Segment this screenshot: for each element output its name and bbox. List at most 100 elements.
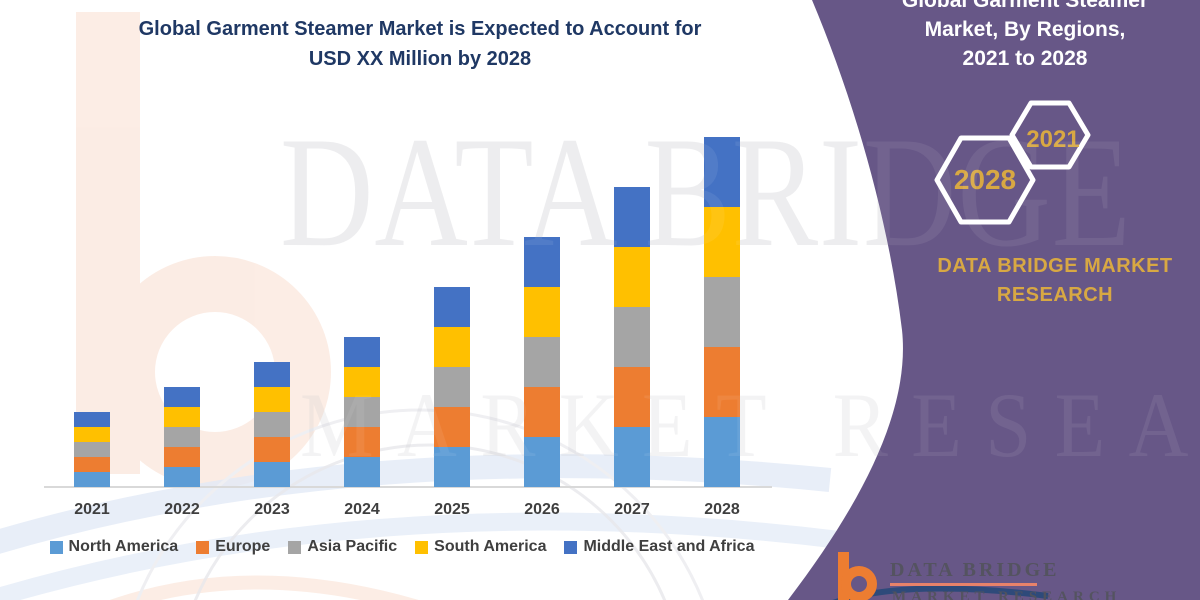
bar-segment-asia-pacific [344,397,380,427]
legend-label: North America [68,538,179,555]
bar-segment-south-america [704,207,740,277]
bar-segment-north-america [434,447,470,487]
bar-segment-south-america [344,367,380,397]
legend-swatch [564,540,578,554]
bar-segment-asia-pacific [704,277,740,347]
hexagon-2028-icon [934,135,1036,225]
bar-stack-2022 [164,387,200,487]
chart-title: Global Garment Steamer Market is Expecte… [88,14,752,74]
bar-segment-north-america [254,462,290,487]
sidebar-heading-line1: Global Garment Steamer [901,0,1149,12]
bar-segment-north-america [704,417,740,487]
bar-segment-europe [704,347,740,417]
data-bridge-b-icon [832,552,1049,600]
bar-segment-middle-east-and-africa [704,137,740,207]
hexagon-2021-icon [1009,100,1091,170]
x-axis-label-2026: 2026 [524,501,560,518]
bar-segment-asia-pacific [614,307,650,367]
bar-segment-asia-pacific [524,337,560,387]
x-axis-line [44,486,772,488]
bar-segment-middle-east-and-africa [524,237,560,287]
footer-logo-name: DATA BRIDGE [890,559,1060,581]
x-axis-label-2027: 2027 [614,501,650,518]
bar-segment-asia-pacific [254,412,290,437]
bar-segment-south-america [164,407,200,427]
sidebar-brand-text: DATA BRIDGE MARKET RESEARCH [920,252,1190,310]
x-axis-label-2028: 2028 [704,501,740,518]
legend-item-north-america: North America [49,538,179,556]
data-bridge-b-watermark-icon [76,12,331,488]
legend-swatch [415,540,429,554]
x-axis-label-2022: 2022 [164,501,200,518]
bar-segment-asia-pacific [74,442,110,457]
x-axis-label-2025: 2025 [434,501,470,518]
footer-logo-subtitle: MARKET RESEARCH [892,589,1122,600]
legend-swatch [288,540,302,554]
bar-segment-middle-east-and-africa [74,412,110,427]
sidebar-heading-line2: Market, By Regions, [924,18,1126,41]
bar-segment-europe [254,437,290,462]
bar-stack-2026 [524,237,560,487]
legend-item-europe: Europe [196,538,270,556]
legend-swatch [196,540,210,554]
sidebar-heading-line3: 2021 to 2028 [962,47,1088,70]
bar-segment-north-america [614,427,650,487]
bar-segment-middle-east-and-africa [254,362,290,387]
x-axis-label-2021: 2021 [74,501,110,518]
bar-segment-europe [614,367,650,427]
bar-segment-europe [434,407,470,447]
bar-segment-north-america [164,467,200,487]
bar-segment-south-america [434,327,470,367]
bar-stack-2027 [614,187,650,487]
bar-segment-south-america [254,387,290,412]
legend-label: Asia Pacific [307,538,398,555]
bar-segment-europe [74,457,110,472]
bar-segment-north-america [344,457,380,487]
legend-label: Europe [215,538,271,555]
chart-title-line2: USD XX Million by 2028 [308,48,532,70]
bar-segment-north-america [524,437,560,487]
legend-item-south-america: South America [415,538,546,556]
legend-swatch [49,540,63,554]
legend-item-middle-east-and-africa: Middle East and Africa [564,538,754,556]
bar-stack-2025 [434,287,470,487]
footer-logo-underline [890,583,1037,586]
x-axis-label-2023: 2023 [254,501,290,518]
bar-stack-2024 [344,337,380,487]
bar-stack-2028 [704,137,740,487]
bar-segment-south-america [74,427,110,442]
chart-title-line1: Global Garment Steamer Market is Expecte… [138,18,702,40]
legend-label: South America [434,538,547,555]
legend-label: Middle East and Africa [583,538,755,555]
x-axis-label-2024: 2024 [344,501,380,518]
sidebar-heading: Global Garment Steamer Market, By Region… [870,0,1180,73]
sidebar-brand-line2: RESEARCH [996,284,1114,306]
bar-segment-south-america [614,247,650,307]
chart-legend: North America Europe Asia Pacific South Ame… [28,538,776,556]
bar-segment-middle-east-and-africa [344,337,380,367]
bar-segment-europe [344,427,380,457]
bar-segment-middle-east-and-africa [164,387,200,407]
bar-segment-asia-pacific [164,427,200,447]
bar-segment-middle-east-and-africa [614,187,650,247]
bar-segment-europe [164,447,200,467]
legend-item-asia-pacific: Asia Pacific [288,538,397,556]
bar-segment-asia-pacific [434,367,470,407]
bar-segment-south-america [524,287,560,337]
hexagon-2028-label: 2028 [954,164,1016,195]
bar-segment-north-america [74,472,110,487]
watermark-text-line2-overlay: MARKET RESEARCH [300,374,1200,476]
sidebar-brand-line1: DATA BRIDGE MARKET [937,255,1173,277]
sidebar-panel-shape [788,0,1200,600]
watermark-text-line1-overlay: DATA BRIDGE [280,105,1132,280]
bar-segment-europe [524,387,560,437]
hexagon-2021-label: 2021 [1026,126,1079,153]
bar-stack-2023 [254,362,290,487]
bar-segment-middle-east-and-africa [434,287,470,327]
bar-stack-2021 [74,412,110,487]
